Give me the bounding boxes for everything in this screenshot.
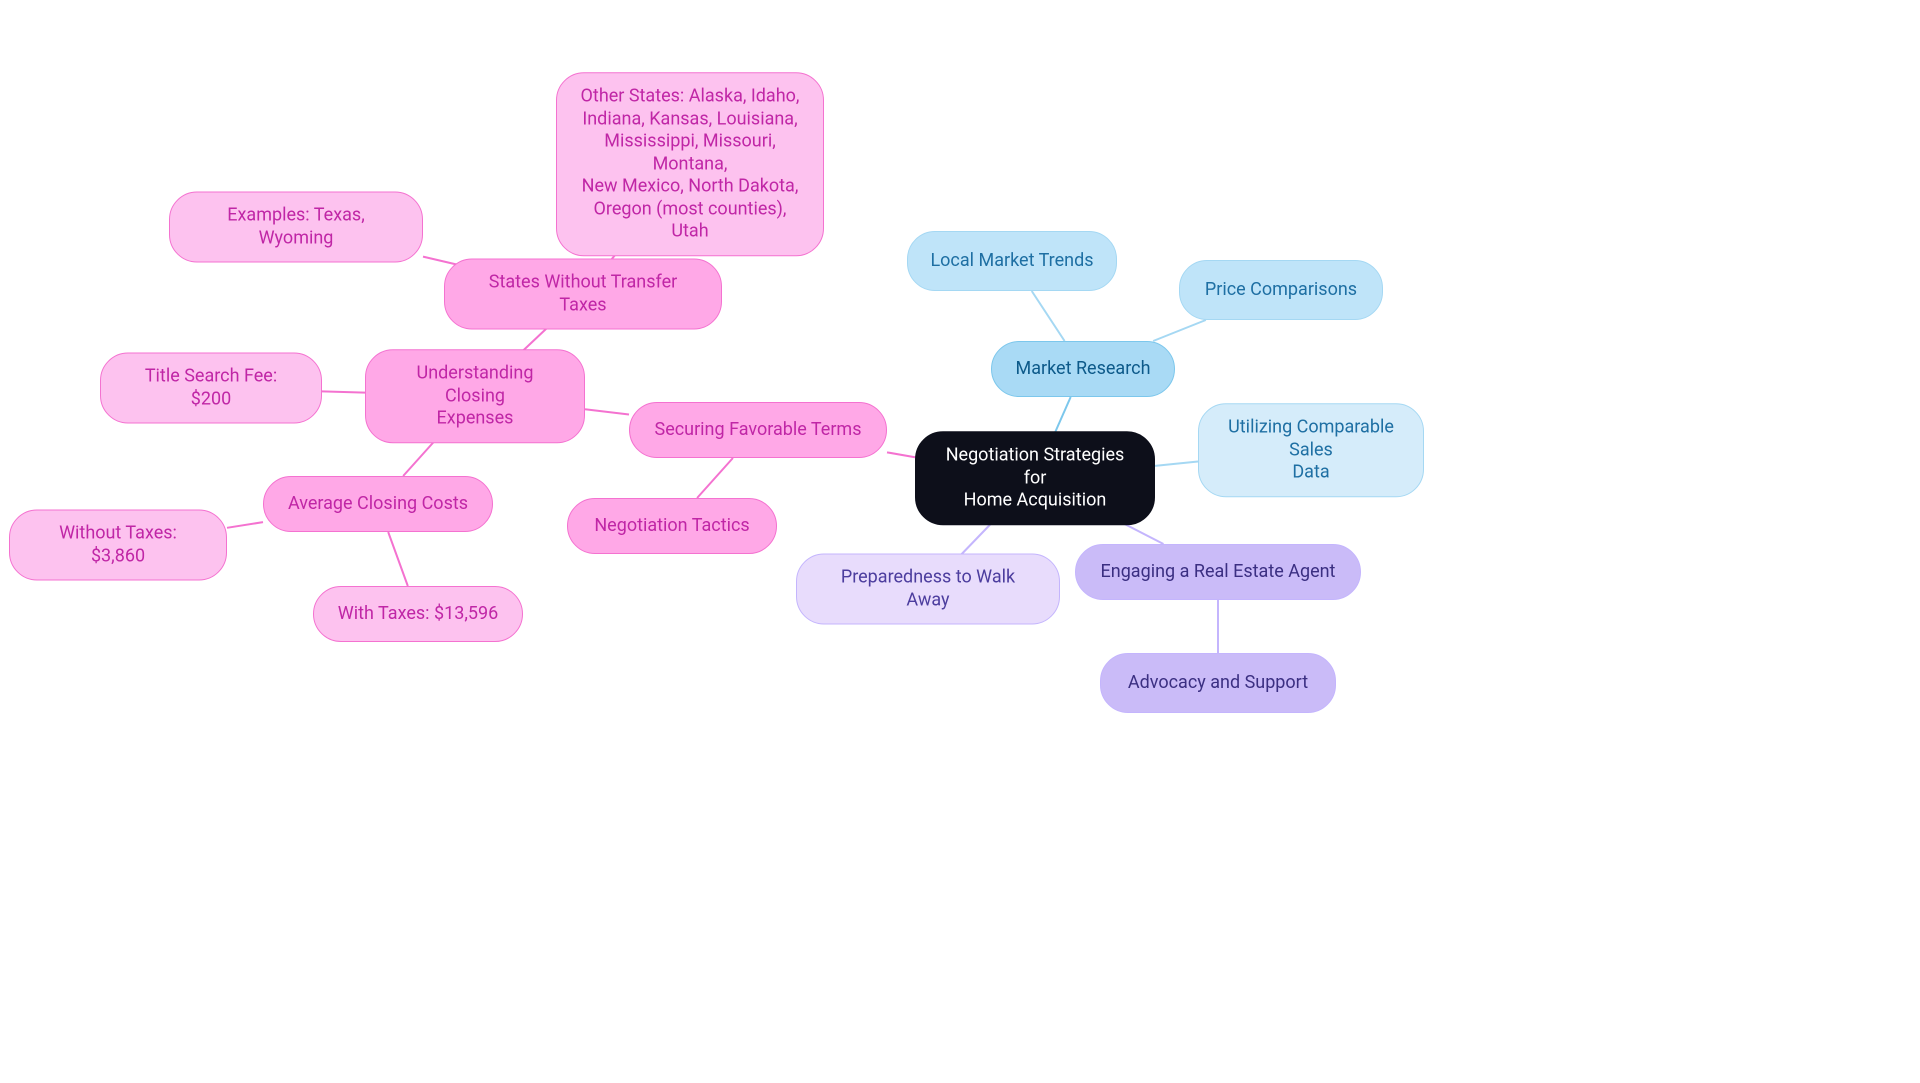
node-market_research: Market Research: [991, 341, 1175, 397]
edge-securing-understanding: [585, 409, 629, 414]
node-advocacy: Advocacy and Support: [1100, 653, 1336, 713]
node-label: Utilizing Comparable Sales Data: [1221, 416, 1401, 484]
node-label: Preparedness to Walk Away: [819, 567, 1037, 612]
node-understanding: Understanding Closing Expenses: [365, 349, 585, 443]
node-avg_costs: Average Closing Costs: [263, 476, 493, 532]
node-other_states: Other States: Alaska, Idaho, Indiana, Ka…: [556, 72, 824, 256]
node-label: Negotiation Tactics: [594, 515, 749, 538]
node-label: Engaging a Real Estate Agent: [1101, 561, 1336, 584]
node-label: Other States: Alaska, Idaho, Indiana, Ka…: [579, 85, 801, 243]
node-examples: Examples: Texas, Wyoming: [169, 192, 423, 263]
edge-market_research-local_trends: [1032, 291, 1065, 341]
node-center: Negotiation Strategies for Home Acquisit…: [915, 431, 1155, 525]
node-walk_away: Preparedness to Walk Away: [796, 554, 1060, 625]
node-title_fee: Title Search Fee: $200: [100, 353, 322, 424]
edge-center-securing: [887, 452, 915, 457]
node-agent: Engaging a Real Estate Agent: [1075, 544, 1361, 600]
edge-market_research-price_comp: [1153, 320, 1206, 341]
node-label: With Taxes: $13,596: [338, 603, 498, 626]
edge-avg_costs-with_tax: [388, 532, 408, 586]
node-label: Securing Favorable Terms: [655, 419, 862, 442]
node-label: Local Market Trends: [930, 250, 1093, 273]
node-comp_sales: Utilizing Comparable Sales Data: [1198, 403, 1424, 497]
node-with_tax: With Taxes: $13,596: [313, 586, 523, 642]
node-label: Understanding Closing Expenses: [388, 362, 562, 430]
node-label: Market Research: [1016, 358, 1151, 381]
node-label: Without Taxes: $3,860: [32, 523, 204, 568]
node-without_tax: Without Taxes: $3,860: [9, 510, 227, 581]
node-label: Negotiation Strategies for Home Acquisit…: [938, 444, 1132, 512]
node-label: States Without Transfer Taxes: [467, 272, 699, 317]
node-label: Title Search Fee: $200: [123, 366, 299, 411]
node-no_transfer: States Without Transfer Taxes: [444, 259, 722, 330]
node-label: Examples: Texas, Wyoming: [192, 205, 400, 250]
edge-understanding-title_fee: [322, 391, 365, 392]
node-price_comp: Price Comparisons: [1179, 260, 1383, 320]
edge-center-comp_sales: [1155, 461, 1198, 465]
node-label: Average Closing Costs: [288, 493, 468, 516]
node-tactics: Negotiation Tactics: [567, 498, 777, 554]
edge-securing-tactics: [697, 458, 733, 498]
node-local_trends: Local Market Trends: [907, 231, 1117, 291]
node-label: Price Comparisons: [1205, 279, 1357, 302]
edge-avg_costs-without_tax: [227, 522, 263, 528]
node-securing: Securing Favorable Terms: [629, 402, 887, 458]
node-label: Advocacy and Support: [1128, 672, 1308, 695]
edge-layer: [0, 0, 1920, 1083]
